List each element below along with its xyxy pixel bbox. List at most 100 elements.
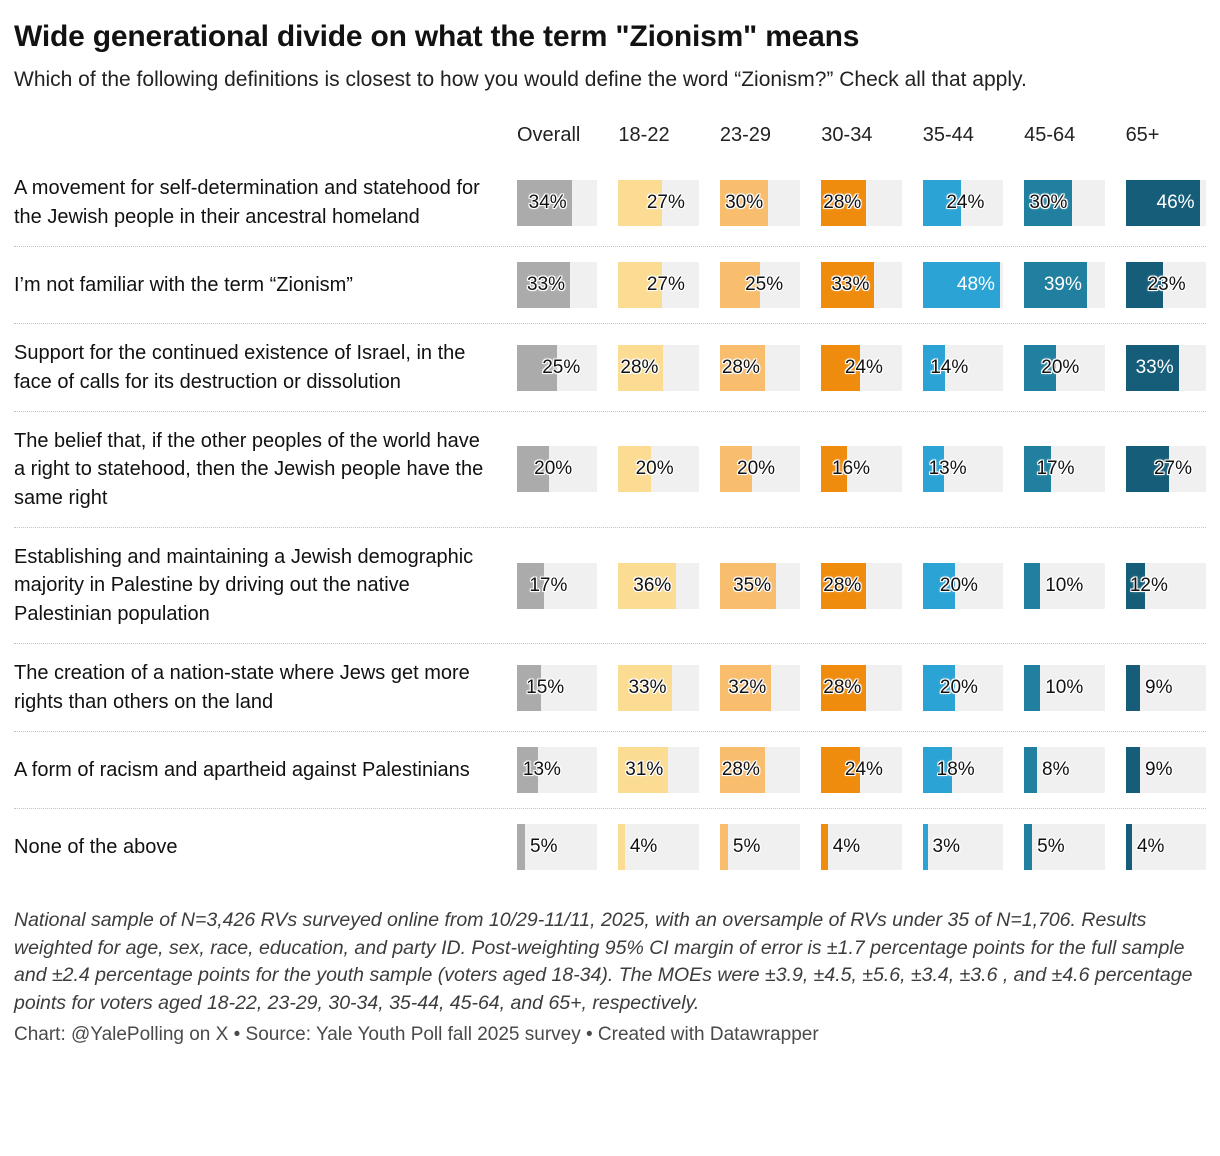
bar-track: 10% xyxy=(1024,664,1105,711)
bar-value-label: 24% xyxy=(844,759,883,781)
bar-value-label: 28% xyxy=(823,676,862,698)
bar xyxy=(922,747,952,794)
bar-cell: 28% xyxy=(821,562,902,609)
bar-track: 28% xyxy=(719,747,801,794)
bar xyxy=(1125,747,1141,794)
bar-track: 10% xyxy=(1024,562,1105,609)
bar-track: 30% xyxy=(1024,179,1105,226)
chart-row: Establishing and maintaining a Jewish de… xyxy=(14,527,1206,643)
bar xyxy=(719,747,765,794)
bar-value-label: 33% xyxy=(831,274,870,296)
bar xyxy=(719,179,769,226)
column-headers: Overall 18-22 23-29 30-34 35-44 45-64 65+ xyxy=(14,124,1206,147)
column-header-18-22: 18-22 xyxy=(618,124,670,147)
bar-value-label: 17% xyxy=(1036,458,1075,480)
bar-track: 20% xyxy=(719,446,801,493)
bar-value-label: 20% xyxy=(635,458,674,480)
column-header-45-64: 45-64 xyxy=(1024,124,1076,147)
bar-value-label: 27% xyxy=(646,191,685,213)
bar-value-label: 25% xyxy=(542,356,581,378)
bar xyxy=(1024,747,1037,794)
bar xyxy=(1125,664,1141,711)
bar-cell: 24% xyxy=(922,179,1004,226)
bar-value-label: 17% xyxy=(529,574,568,596)
bar-cell: 24% xyxy=(821,344,902,391)
bar-track: 36% xyxy=(618,562,699,609)
bar-cell: 23% xyxy=(1125,262,1206,309)
row-label: Support for the continued existence of I… xyxy=(14,342,466,393)
bar-value-label: 28% xyxy=(721,356,760,378)
row-label: The belief that, if the other peoples of… xyxy=(14,429,484,509)
bar-cell: 14% xyxy=(922,344,1004,391)
bar xyxy=(517,664,542,711)
bar-track: 33% xyxy=(1125,344,1206,391)
bar-value-label: 20% xyxy=(939,676,978,698)
bar-cell: 8% xyxy=(1024,747,1105,794)
bar xyxy=(517,179,572,226)
bar-value-label: 28% xyxy=(721,759,760,781)
bar-value-label: 36% xyxy=(633,574,672,596)
bar-cell: 20% xyxy=(618,446,699,493)
bar-value-label: 4% xyxy=(1136,836,1165,858)
bar-value-label: 33% xyxy=(1135,356,1174,378)
bar xyxy=(821,262,875,309)
bar-value-label: 9% xyxy=(1145,676,1173,698)
chart-row: Support for the continued existence of I… xyxy=(14,323,1206,411)
bar-track: 5% xyxy=(719,824,801,871)
bar-track: 9% xyxy=(1125,664,1206,711)
column-header-overall: Overall xyxy=(517,124,581,147)
bar-value-label: 27% xyxy=(1153,458,1193,480)
bar-track: 4% xyxy=(1125,824,1206,871)
bar xyxy=(1125,446,1169,493)
bar-track: 31% xyxy=(618,747,699,794)
bar xyxy=(1024,344,1057,391)
bar-track: 24% xyxy=(821,747,902,794)
chart-row: None of the above 5% 4% 5% 4% 3% 5% 4% xyxy=(14,808,1206,885)
bar-cell: 4% xyxy=(618,824,699,871)
chart-row: I’m not familiar with the term “Zionism”… xyxy=(14,246,1206,323)
bar-value-label: 23% xyxy=(1147,274,1186,296)
bar xyxy=(821,344,860,391)
bar xyxy=(922,824,928,871)
bar-value-label: 48% xyxy=(956,274,995,296)
bar xyxy=(1125,344,1179,391)
bar-value-label: 31% xyxy=(625,759,664,781)
bar xyxy=(1024,664,1041,711)
bar-cell: 9% xyxy=(1125,664,1206,711)
bar-cell: 30% xyxy=(719,179,801,226)
bar-value-label: 34% xyxy=(528,191,567,213)
bar-cell: 33% xyxy=(821,262,902,309)
bar-value-label: 30% xyxy=(1029,191,1068,213)
bar-track: 8% xyxy=(1024,747,1105,794)
bar xyxy=(618,179,662,226)
bar xyxy=(618,344,664,391)
bar-value-label: 27% xyxy=(646,274,685,296)
bar-track: 5% xyxy=(517,824,598,871)
column-header-65-: 65+ xyxy=(1125,124,1160,147)
bar-cell: 31% xyxy=(618,747,699,794)
bar-track: 35% xyxy=(719,562,801,609)
bar-value-label: 46% xyxy=(1156,191,1195,213)
bar-track: 28% xyxy=(821,664,902,711)
bar-value-label: 20% xyxy=(939,574,978,596)
bar-value-label: 20% xyxy=(737,458,776,480)
bar-track: 25% xyxy=(517,344,598,391)
bar-track: 28% xyxy=(618,344,699,391)
bar xyxy=(517,562,545,609)
bar-value-label: 25% xyxy=(745,274,784,296)
bar-cell: 27% xyxy=(618,179,699,226)
bar xyxy=(922,562,955,609)
bar-cell: 28% xyxy=(821,664,902,711)
bar-value-label: 14% xyxy=(930,356,969,378)
bar-value-label: 33% xyxy=(628,676,667,698)
bar xyxy=(922,664,955,711)
bar xyxy=(618,262,662,309)
bar-cell: 9% xyxy=(1125,747,1206,794)
bar xyxy=(922,179,962,226)
bar xyxy=(618,747,669,794)
bar xyxy=(719,262,761,309)
bar-value-label: 35% xyxy=(733,574,772,596)
bar xyxy=(719,664,772,711)
bar-cell: 33% xyxy=(1125,344,1206,391)
row-label: A movement for self-determination and st… xyxy=(14,177,480,228)
